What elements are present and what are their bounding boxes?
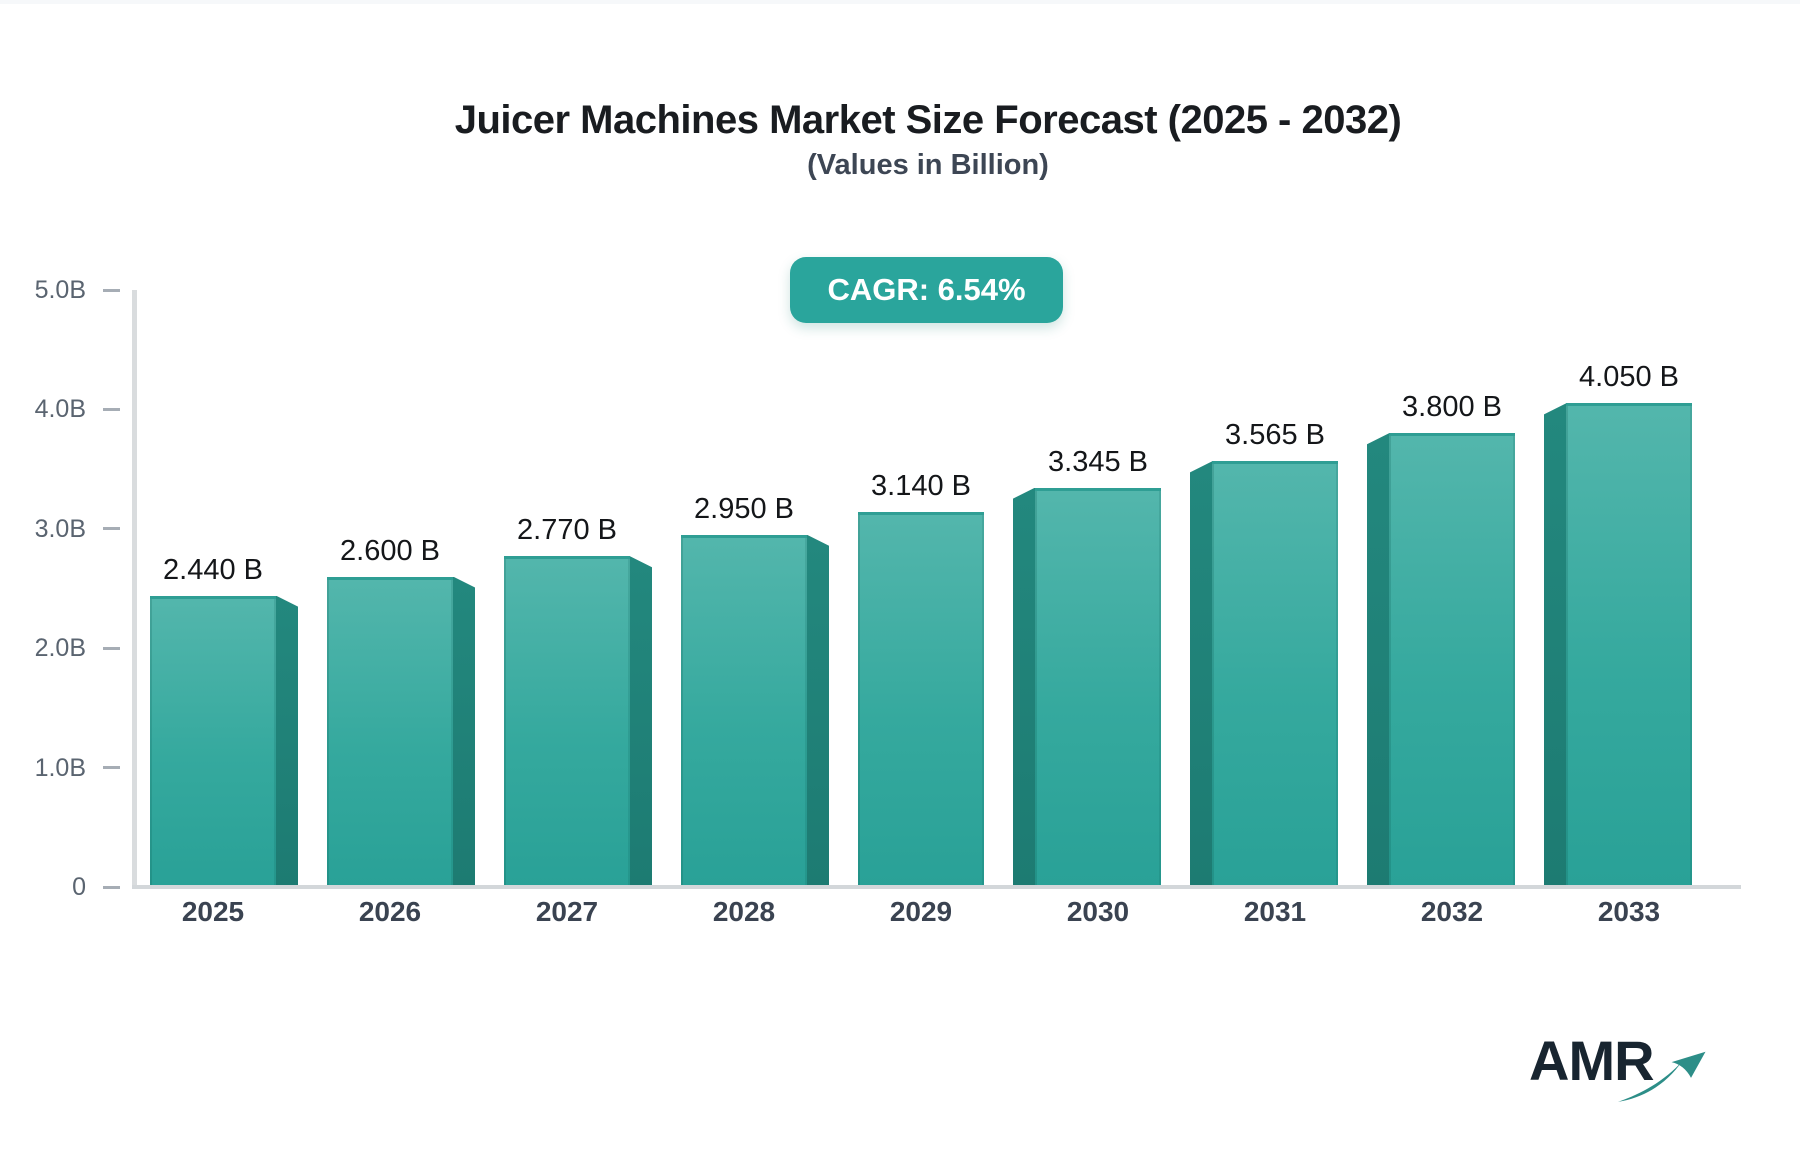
bar-front-face [504,556,630,887]
bar-value-label: 3.800 B [1402,391,1502,424]
x-axis-label: 2028 [712,896,776,927]
bar-2028: 2.950 B [681,493,829,887]
bar-2032: 3.800 B [1367,391,1515,887]
chart-title: Juicer Machines Market Size Forecast (20… [454,98,1402,142]
bar-2031: 3.565 B [1190,419,1338,887]
bar-front-face [1212,461,1338,887]
bar-front-face [681,534,807,887]
x-axis-label: 2026 [358,896,422,927]
y-axis-tick-label: 1.0B [34,753,86,782]
amr-logo: AMR [1529,1030,1719,1110]
bar-side-face [807,534,829,887]
y-axis-tick [103,288,120,292]
top-edge-strip [0,0,1800,4]
bar-front-face [1566,403,1692,887]
y-axis-line [132,290,137,887]
bar-value-label: 3.345 B [1048,445,1148,478]
bar-front-face [1389,433,1515,887]
bar-value-label: 3.565 B [1225,419,1325,452]
y-axis-tick [103,407,120,411]
y-axis-tick [103,766,120,770]
bar-value-label: 2.440 B [163,553,263,586]
x-axis-label: 2027 [535,896,599,927]
bar-front-face [1035,487,1161,887]
bar-side-face [1190,461,1212,887]
cagr-badge: CAGR: 6.54% [790,257,1063,323]
growth-arrow-icon [1618,1051,1706,1102]
bar-2027: 2.770 B [504,514,652,887]
x-axis-label: 2025 [181,896,245,927]
x-axis-label: 2032 [1420,896,1484,927]
bar-2026: 2.600 B [327,535,475,887]
bar-side-face [1544,403,1566,887]
x-axis-label: 2033 [1597,896,1661,927]
x-axis-baseline [132,885,1741,889]
bar-2030: 3.345 B [1013,446,1161,887]
y-axis-tick [103,646,120,650]
y-axis-tick-label: 4.0B [34,395,86,424]
x-axis-label: 2029 [889,896,953,927]
bar-front-face [150,595,276,887]
x-axis-label: 2031 [1243,896,1307,927]
bar-2025: 2.440 B [150,554,298,887]
bar-side-face [453,576,475,887]
y-axis-tick-label: 2.0B [34,634,86,663]
y-axis-tick-label: 5.0B [34,276,86,304]
logo-text: AMR [1529,1029,1655,1092]
bar-side-face [1013,487,1035,887]
y-axis-tick [103,885,120,889]
bar-side-face [276,595,298,887]
bar-2033: 4.050 B [1544,361,1692,887]
bar-value-label: 2.950 B [694,492,794,525]
y-axis-tick-label: 3.0B [34,514,86,543]
bar-value-label: 4.050 B [1579,361,1679,394]
bar-value-label: 3.140 B [871,470,971,503]
bar-front-face [858,512,984,887]
bar-value-label: 2.770 B [517,514,617,547]
y-axis-tick [103,527,120,531]
bar-value-label: 2.600 B [340,534,440,567]
chart-subtitle: (Values in Billion) [807,149,1049,181]
bar-front-face [327,576,453,887]
y-axis-tick-label: 0 [72,873,86,901]
bar-side-face [1367,433,1389,887]
x-axis-label: 2030 [1066,896,1130,927]
bar-side-face [630,556,652,887]
bar-2029: 3.140 B [858,470,984,887]
